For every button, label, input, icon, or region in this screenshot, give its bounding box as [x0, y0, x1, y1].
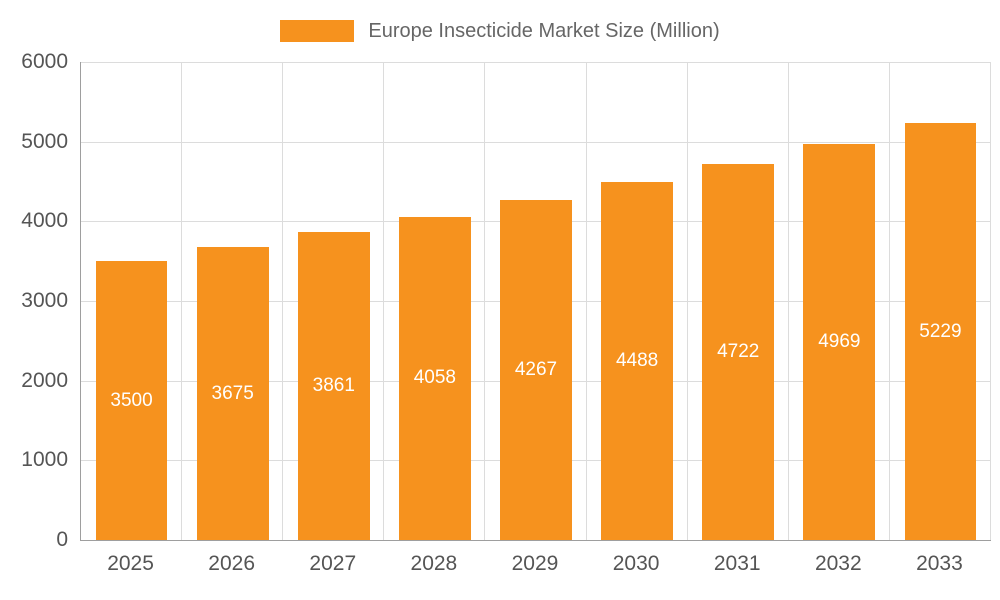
bar[interactable]: 4722 [702, 163, 775, 540]
vertical-gridline [181, 62, 183, 540]
bar-value-label: 4488 [615, 350, 659, 372]
bar[interactable]: 4058 [398, 216, 471, 540]
bar[interactable]: 5229 [904, 123, 977, 540]
bar[interactable]: 4488 [601, 182, 673, 540]
vertical-gridline [383, 62, 385, 540]
horizontal-gridline [81, 141, 991, 143]
horizontal-gridline [81, 62, 991, 63]
vertical-gridline [686, 62, 688, 540]
x-tick-label: 2025 [107, 552, 154, 575]
y-tick-label: 6000 [21, 50, 68, 73]
y-tick-label: 1000 [21, 448, 68, 472]
x-tick-label: 2030 [612, 552, 660, 575]
y-tick-label: 4000 [21, 209, 68, 233]
vertical-gridline [888, 62, 890, 540]
vertical-gridline [282, 62, 284, 540]
vertical-gridline [990, 62, 991, 540]
vertical-gridline [787, 62, 789, 540]
bar[interactable]: 4267 [500, 200, 572, 540]
bar-value-label: 3500 [110, 389, 153, 411]
legend-swatch-icon [280, 20, 355, 42]
bar-value-label: 4722 [717, 340, 760, 362]
bar[interactable]: 3500 [95, 261, 168, 540]
y-tick-label: 5000 [21, 129, 68, 153]
x-tick-label: 2029 [511, 552, 559, 575]
x-tick-label: 2027 [309, 552, 357, 575]
bar[interactable]: 3675 [196, 247, 269, 540]
x-tick-label: 2028 [410, 552, 458, 575]
bar-value-label: 3861 [312, 375, 355, 397]
bar-value-label: 3675 [211, 382, 254, 404]
bar[interactable]: 3861 [297, 232, 370, 540]
bar[interactable]: 4969 [803, 144, 876, 540]
vertical-gridline [585, 62, 587, 540]
vertical-gridline [484, 62, 486, 540]
x-tick-label: 2033 [916, 552, 963, 575]
bar-value-label: 5229 [919, 320, 962, 342]
legend-label: Europe Insecticide Market Size (Million) [368, 19, 720, 42]
y-tick-label: 0 [56, 528, 68, 551]
bar-value-label: 4267 [514, 359, 558, 381]
y-tick-label: 3000 [21, 289, 68, 312]
plot-area: 3500 3675 3861 4058 4267 4488 4722 4969 5229 [80, 62, 991, 541]
x-tick-label: 2031 [713, 552, 761, 575]
y-tick-label: 2000 [21, 368, 68, 392]
bar-value-label: 4969 [818, 331, 861, 353]
x-tick-label: 2026 [208, 552, 256, 575]
bar-value-label: 4058 [413, 367, 457, 389]
x-tick-label: 2032 [814, 552, 862, 575]
chart-legend[interactable]: Europe Insecticide Market Size (Million) [0, 16, 1000, 46]
